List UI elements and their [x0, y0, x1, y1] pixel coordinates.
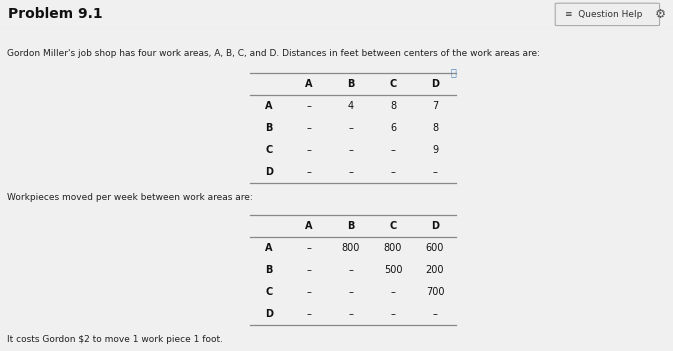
Text: C: C: [265, 145, 273, 155]
Text: Problem 9.1: Problem 9.1: [8, 7, 103, 21]
Text: ⚙: ⚙: [656, 8, 666, 21]
Text: B: B: [265, 123, 273, 133]
Text: Workpieces moved per week between work areas are:: Workpieces moved per week between work a…: [7, 193, 253, 202]
Text: A: A: [306, 79, 313, 89]
Text: B: B: [265, 265, 273, 275]
Text: –: –: [307, 101, 312, 111]
Text: D: D: [265, 167, 273, 177]
Text: 8: 8: [390, 101, 396, 111]
Text: –: –: [307, 123, 312, 133]
Text: –: –: [349, 167, 353, 177]
Text: 6: 6: [390, 123, 396, 133]
Text: C: C: [265, 287, 273, 297]
Text: B: B: [347, 221, 355, 231]
Text: 9: 9: [432, 145, 438, 155]
Text: –: –: [390, 287, 396, 297]
Text: –: –: [390, 145, 396, 155]
Text: A: A: [306, 221, 313, 231]
Text: –: –: [433, 167, 437, 177]
Text: 4: 4: [348, 101, 354, 111]
Text: 7: 7: [432, 101, 438, 111]
Text: D: D: [431, 221, 439, 231]
Text: C: C: [390, 221, 396, 231]
Text: –: –: [307, 167, 312, 177]
Text: 700: 700: [426, 287, 444, 297]
Text: It costs Gordon $2 to move 1 work piece 1 foot.: It costs Gordon $2 to move 1 work piece …: [7, 335, 223, 344]
Text: 500: 500: [384, 265, 402, 275]
Text: –: –: [307, 243, 312, 253]
Text: C: C: [390, 79, 396, 89]
Text: D: D: [265, 309, 273, 319]
Text: –: –: [349, 145, 353, 155]
Text: –: –: [433, 309, 437, 319]
Text: –: –: [307, 265, 312, 275]
Text: –: –: [307, 309, 312, 319]
Text: D: D: [431, 79, 439, 89]
Text: –: –: [349, 287, 353, 297]
Text: A: A: [265, 101, 273, 111]
Text: B: B: [347, 79, 355, 89]
Text: –: –: [349, 123, 353, 133]
FancyBboxPatch shape: [555, 3, 660, 26]
Text: 800: 800: [384, 243, 402, 253]
Text: –: –: [390, 309, 396, 319]
Text: 800: 800: [342, 243, 360, 253]
Text: –: –: [349, 309, 353, 319]
Text: Gordon Miller's job shop has four work areas, A, B, C, and D. Distances in feet : Gordon Miller's job shop has four work a…: [7, 49, 540, 58]
Text: –: –: [349, 265, 353, 275]
Text: 600: 600: [426, 243, 444, 253]
Text: ≡  Question Help: ≡ Question Help: [565, 10, 643, 19]
Text: A: A: [265, 243, 273, 253]
Text: 200: 200: [426, 265, 444, 275]
Text: 8: 8: [432, 123, 438, 133]
Text: –: –: [307, 145, 312, 155]
Text: –: –: [307, 287, 312, 297]
Text: –: –: [390, 167, 396, 177]
Text: ⎘: ⎘: [450, 67, 456, 77]
